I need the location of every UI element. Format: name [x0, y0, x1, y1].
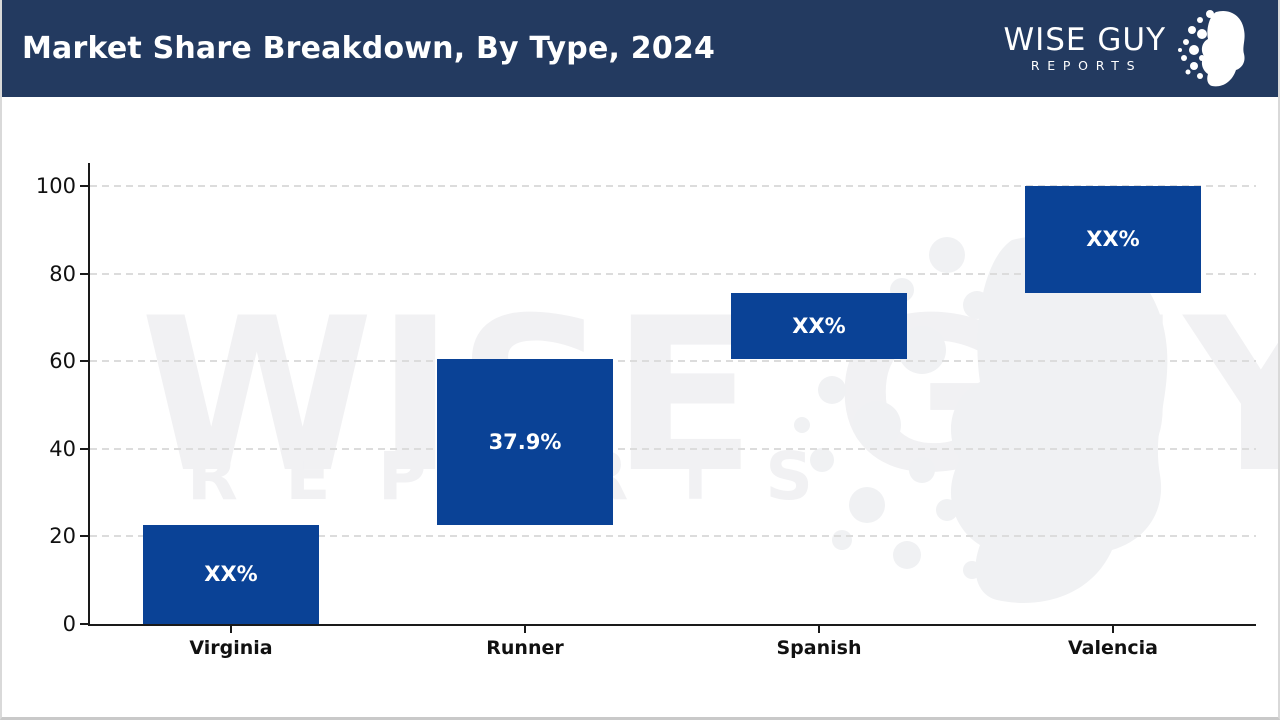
y-axis-tick-label: 100 — [35, 174, 76, 198]
x-axis-category-label: Virginia — [189, 637, 273, 659]
bar-virginia: XX% — [143, 525, 319, 624]
chart-title: Market Share Breakdown, By Type, 2024 — [22, 31, 716, 66]
x-axis-category-label: Valencia — [1067, 637, 1158, 659]
y-axis-tick-mark — [80, 535, 88, 538]
y-axis-tick-mark — [80, 447, 88, 450]
x-axis-category-label: Spanish — [776, 637, 862, 659]
bar-value-label: 37.9% — [488, 430, 562, 454]
brand-logo-text: WISE GUY REPORTS — [1003, 21, 1166, 73]
gridline-y40 — [90, 447, 1256, 450]
y-axis-tick-label: 80 — [49, 261, 76, 286]
dotted-head-icon — [1178, 9, 1245, 86]
y-axis-tick-label: 20 — [49, 524, 76, 549]
y-axis-tick-label: 40 — [49, 436, 76, 461]
y-axis-tick-mark — [80, 360, 88, 363]
gridline-y20 — [90, 535, 1256, 538]
plot-area: XX% 37.9% XX% XX% — [88, 163, 1256, 626]
gridline-y80 — [90, 272, 1256, 275]
bar-spanish: XX% — [731, 292, 907, 359]
logo-subtitle: REPORTS — [1030, 57, 1143, 73]
x-axis-tick-mark — [1112, 626, 1114, 633]
bar-valencia: XX% — [1025, 186, 1201, 293]
header-bar: Market Share Breakdown, By Type, 2024 WI… — [2, 0, 1278, 97]
logo-wordmark: WISE GUY — [1003, 21, 1166, 58]
bar-value-label: XX% — [204, 562, 258, 587]
bar-runner: 37.9% — [437, 359, 613, 525]
gridline-y60 — [90, 360, 1256, 363]
y-axis-tick-mark — [80, 272, 88, 275]
y-axis-tick-label: 0 — [62, 612, 76, 636]
x-axis-tick-mark — [524, 626, 526, 633]
gridline-y100 — [90, 185, 1256, 187]
bar-value-label: XX% — [1086, 227, 1140, 252]
bar-value-label: XX% — [792, 313, 846, 338]
brand-logo: WISE GUY REPORTS — [1003, 6, 1250, 92]
y-axis-tick-mark — [80, 623, 88, 625]
x-axis-tick-mark — [230, 626, 232, 633]
x-axis-tick-mark — [818, 626, 820, 633]
x-axis-category-label: Runner — [486, 637, 564, 659]
y-axis-tick-label: 60 — [49, 349, 76, 374]
y-axis-tick-mark — [80, 185, 88, 187]
